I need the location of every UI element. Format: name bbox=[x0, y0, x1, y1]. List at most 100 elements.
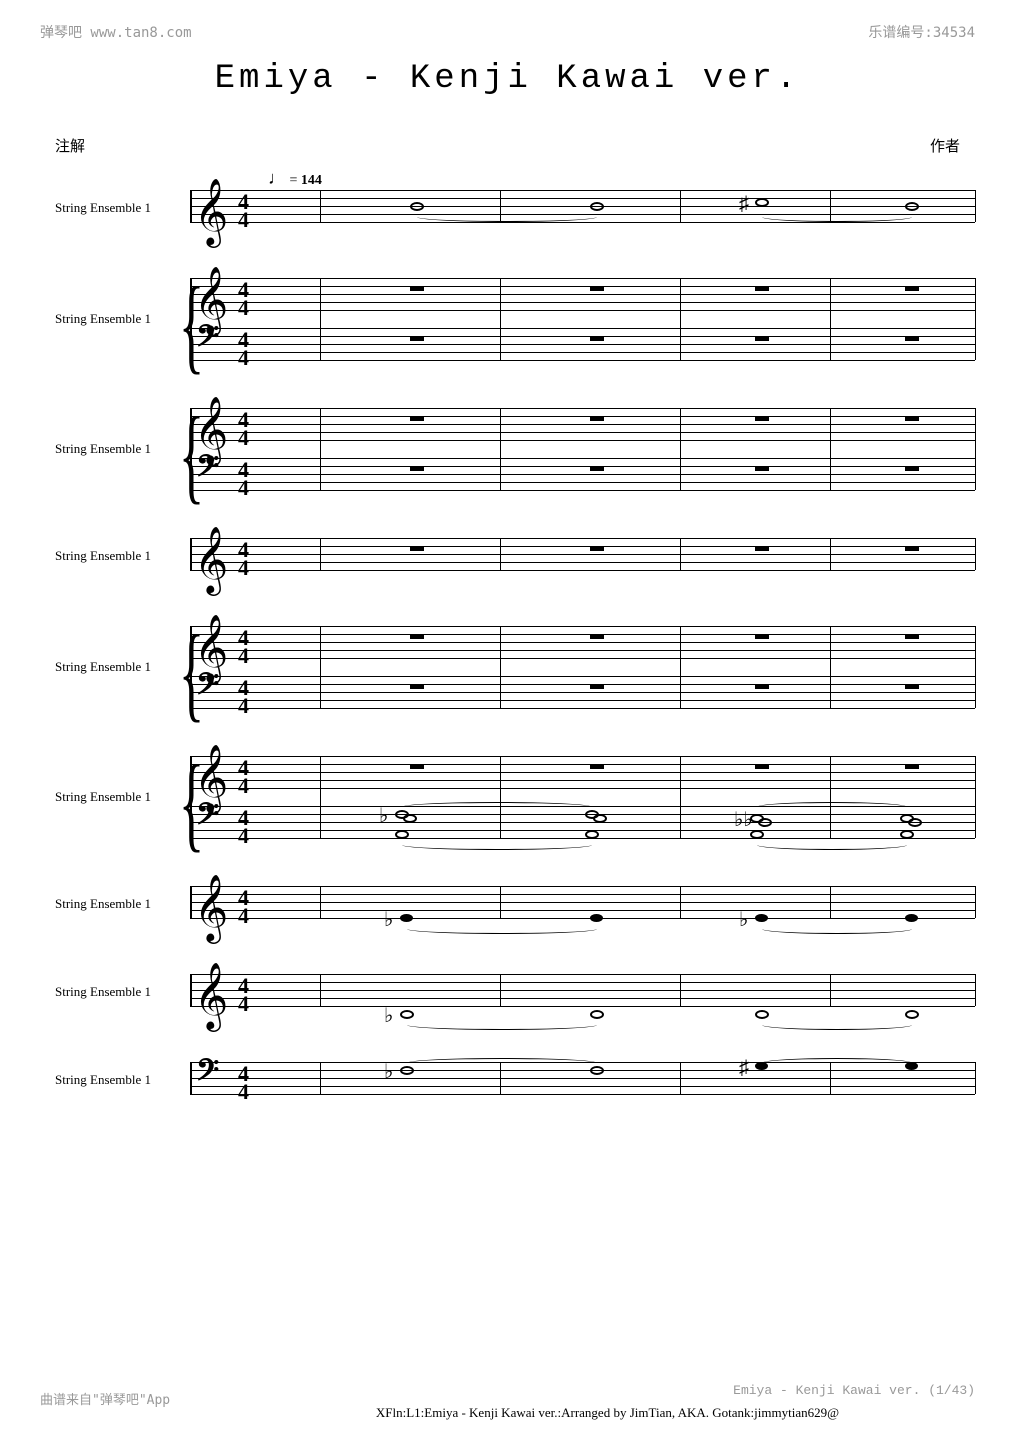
note bbox=[400, 914, 413, 922]
barline bbox=[830, 278, 831, 360]
whole-rest bbox=[905, 546, 919, 551]
staff: 𝄢44♭♭♭ bbox=[190, 806, 975, 848]
annotation-label: 注解 bbox=[55, 135, 85, 156]
barline bbox=[680, 974, 681, 1006]
note bbox=[590, 1010, 604, 1019]
time-signature: 44 bbox=[238, 977, 249, 1013]
staff: 𝄞44 bbox=[190, 408, 975, 450]
whole-rest bbox=[755, 764, 769, 769]
barline bbox=[320, 756, 321, 838]
barline bbox=[830, 538, 831, 570]
tempo-value: 144 bbox=[301, 173, 322, 188]
staff: 𝄞44 bbox=[190, 278, 975, 320]
tie bbox=[417, 212, 597, 222]
time-signature: 44 bbox=[238, 331, 249, 367]
note bbox=[905, 1010, 919, 1019]
time-signature: 44 bbox=[238, 679, 249, 715]
barline bbox=[500, 756, 501, 838]
barline bbox=[830, 190, 831, 222]
whole-rest bbox=[410, 684, 424, 689]
instrument-label: String Ensemble 1 bbox=[55, 311, 151, 327]
instrument-label: String Ensemble 1 bbox=[55, 441, 151, 457]
footer-right-text: Emiya - Kenji Kawai ver. (1/43) bbox=[733, 1383, 975, 1398]
tie bbox=[762, 212, 912, 222]
barline bbox=[680, 538, 681, 570]
barline bbox=[320, 538, 321, 570]
instrument-label: String Ensemble 1 bbox=[55, 984, 151, 1000]
barline bbox=[680, 626, 681, 708]
note bbox=[395, 830, 409, 839]
tie bbox=[407, 1058, 597, 1068]
whole-rest bbox=[590, 684, 604, 689]
staff: 𝄢44♭♯ bbox=[190, 1062, 975, 1104]
score-title: Emiya - Kenji Kawai ver. bbox=[0, 60, 1015, 98]
time-signature: 44 bbox=[238, 461, 249, 497]
instrument-label: String Ensemble 1 bbox=[55, 896, 151, 912]
time-signature: 44 bbox=[238, 193, 249, 229]
note bbox=[755, 914, 768, 922]
whole-rest bbox=[755, 466, 769, 471]
whole-rest bbox=[590, 546, 604, 551]
barline bbox=[975, 538, 976, 570]
whole-rest bbox=[590, 336, 604, 341]
staff-group: {𝄞44𝄢44 bbox=[190, 626, 975, 708]
whole-rest bbox=[410, 416, 424, 421]
footer-center-text: XFln:L1:Emiya - Kenji Kawai ver.:Arrange… bbox=[0, 1405, 1015, 1421]
tempo-marking: ♩ = 144 bbox=[268, 168, 322, 189]
tempo-equals: = bbox=[290, 173, 298, 188]
barline bbox=[500, 538, 501, 570]
instrument-label: String Ensemble 1 bbox=[55, 789, 151, 805]
barline bbox=[975, 1062, 976, 1094]
tie bbox=[762, 924, 912, 934]
whole-rest bbox=[905, 466, 919, 471]
barline bbox=[190, 886, 192, 918]
header-right-text: 乐谱编号:34534 bbox=[868, 22, 975, 42]
staff: 𝄢44 bbox=[190, 676, 975, 718]
barline bbox=[830, 974, 831, 1006]
staff-group: 𝄞44 bbox=[190, 538, 975, 570]
whole-rest bbox=[755, 634, 769, 639]
whole-rest bbox=[590, 764, 604, 769]
barline bbox=[680, 408, 681, 490]
whole-rest bbox=[755, 546, 769, 551]
barline bbox=[830, 886, 831, 918]
barline bbox=[830, 1062, 831, 1094]
barline bbox=[975, 408, 976, 490]
whole-rest bbox=[905, 684, 919, 689]
tie bbox=[402, 802, 592, 812]
barline bbox=[975, 886, 976, 918]
tie bbox=[402, 840, 592, 850]
tie bbox=[762, 1020, 912, 1030]
tie bbox=[407, 924, 597, 934]
tempo-note-symbol: ♩ bbox=[268, 168, 286, 188]
whole-rest bbox=[905, 416, 919, 421]
note bbox=[905, 202, 919, 211]
whole-rest bbox=[590, 416, 604, 421]
whole-rest bbox=[410, 764, 424, 769]
barline bbox=[680, 1062, 681, 1094]
note bbox=[400, 1010, 414, 1019]
barline bbox=[975, 756, 976, 838]
header-left-text: 弹琴吧 www.tan8.com bbox=[40, 22, 192, 42]
whole-rest bbox=[755, 684, 769, 689]
time-signature: 44 bbox=[238, 1065, 249, 1101]
whole-rest bbox=[410, 546, 424, 551]
barline bbox=[500, 190, 501, 222]
note bbox=[755, 198, 769, 207]
whole-rest bbox=[410, 634, 424, 639]
barline bbox=[190, 626, 192, 708]
barline bbox=[680, 278, 681, 360]
barline bbox=[320, 626, 321, 708]
barline bbox=[320, 408, 321, 490]
whole-rest bbox=[590, 466, 604, 471]
tie bbox=[762, 1058, 912, 1068]
whole-rest bbox=[905, 764, 919, 769]
staff: 𝄞44♭♭ bbox=[190, 886, 975, 928]
barline bbox=[680, 886, 681, 918]
staff-group: 𝄞44♭ bbox=[190, 974, 975, 1006]
barline bbox=[680, 190, 681, 222]
staff: 𝄞44 bbox=[190, 626, 975, 668]
barline bbox=[500, 278, 501, 360]
barline bbox=[190, 538, 192, 570]
barline bbox=[190, 408, 192, 490]
